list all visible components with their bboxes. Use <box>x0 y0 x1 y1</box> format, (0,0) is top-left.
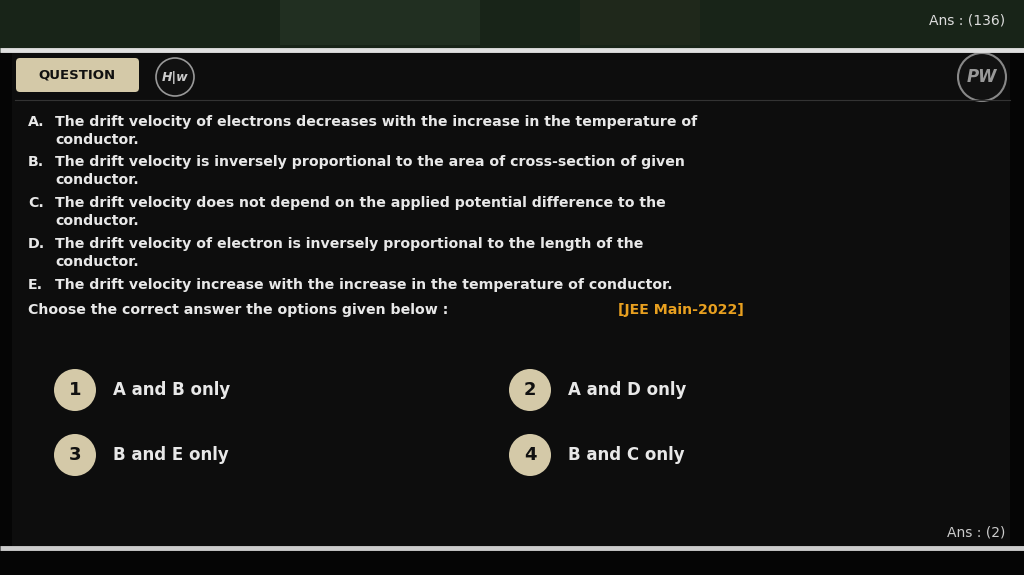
Text: A.: A. <box>28 115 45 129</box>
Text: [JEE Main-2022]: [JEE Main-2022] <box>618 303 743 317</box>
Text: Ans : (136): Ans : (136) <box>929 13 1005 27</box>
Text: A and D only: A and D only <box>568 381 686 399</box>
Text: The drift velocity increase with the increase in the temperature of conductor.: The drift velocity increase with the inc… <box>55 278 673 292</box>
Text: The drift velocity does not depend on the applied potential difference to the: The drift velocity does not depend on th… <box>55 196 666 210</box>
Text: 2: 2 <box>523 381 537 399</box>
FancyBboxPatch shape <box>0 550 1024 575</box>
Circle shape <box>54 369 96 411</box>
Text: The drift velocity is inversely proportional to the area of cross-section of giv: The drift velocity is inversely proporti… <box>55 155 685 169</box>
Text: D.: D. <box>28 237 45 251</box>
Text: PW: PW <box>967 68 997 86</box>
Text: conductor.: conductor. <box>55 214 138 228</box>
Text: conductor.: conductor. <box>55 133 138 147</box>
FancyBboxPatch shape <box>0 0 1024 52</box>
Circle shape <box>509 369 551 411</box>
Text: C.: C. <box>28 196 44 210</box>
Circle shape <box>156 58 194 96</box>
FancyBboxPatch shape <box>0 52 12 557</box>
Circle shape <box>509 434 551 476</box>
Circle shape <box>54 434 96 476</box>
Text: The drift velocity of electron is inversely proportional to the length of the: The drift velocity of electron is invers… <box>55 237 643 251</box>
Text: B and C only: B and C only <box>568 446 685 464</box>
Text: conductor.: conductor. <box>55 173 138 187</box>
FancyBboxPatch shape <box>1010 52 1024 557</box>
Text: The drift velocity of electrons decreases with the increase in the temperature o: The drift velocity of electrons decrease… <box>55 115 697 129</box>
Text: 3: 3 <box>69 446 81 464</box>
Text: QUESTION: QUESTION <box>39 68 116 82</box>
FancyBboxPatch shape <box>280 0 480 45</box>
Text: A and B only: A and B only <box>113 381 230 399</box>
Text: H|w: H|w <box>162 71 188 83</box>
Text: Ans : (2): Ans : (2) <box>946 525 1005 539</box>
FancyBboxPatch shape <box>0 52 1024 557</box>
Text: 4: 4 <box>523 446 537 464</box>
FancyBboxPatch shape <box>580 0 700 45</box>
Circle shape <box>958 53 1006 101</box>
Text: B.: B. <box>28 155 44 169</box>
Text: Choose the correct answer the options given below :: Choose the correct answer the options gi… <box>28 303 449 317</box>
FancyBboxPatch shape <box>16 58 139 92</box>
Text: conductor.: conductor. <box>55 255 138 269</box>
Text: B and E only: B and E only <box>113 446 228 464</box>
Text: E.: E. <box>28 278 43 292</box>
Text: 1: 1 <box>69 381 81 399</box>
